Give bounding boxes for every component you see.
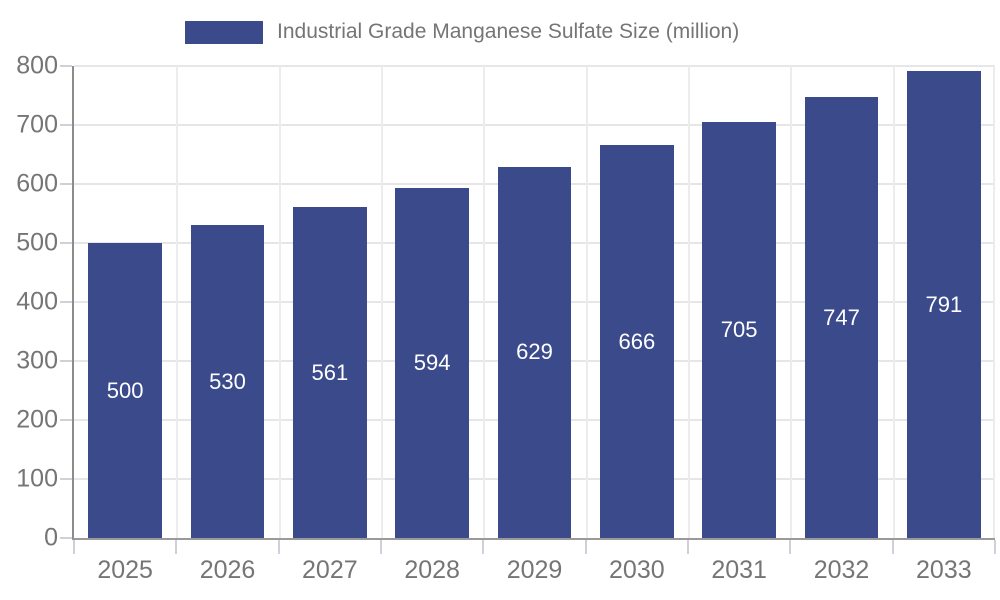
x-axis-tick-label: 2027 [302, 556, 358, 584]
y-axis-tick-label: 700 [16, 110, 58, 139]
x-axis-tick [482, 540, 485, 554]
bar-2028 [395, 187, 469, 538]
bar-value-label: 561 [311, 359, 349, 385]
y-gridline [74, 65, 995, 67]
x-gridline [790, 66, 793, 538]
x-axis-tick [277, 540, 280, 554]
x-axis-tick-label: 2025 [97, 556, 153, 584]
x-axis-tick [175, 540, 178, 554]
x-axis-tick [73, 540, 75, 554]
bar-2032 [804, 97, 879, 538]
y-axis-tick-label: 200 [16, 405, 58, 434]
y-axis-tick-label: 100 [16, 464, 58, 493]
x-axis-tick [891, 540, 894, 554]
y-axis-tick-label: 0 [44, 523, 58, 552]
bar-value-label: 666 [618, 328, 656, 354]
x-axis-tick-label: 2028 [404, 556, 460, 584]
y-axis-tick-label: 800 [16, 51, 58, 80]
bar-value-label: 500 [106, 377, 144, 403]
y-axis-tick [60, 419, 72, 421]
x-gridline [483, 66, 486, 538]
bar-2030 [599, 145, 674, 538]
bar-value-label: 791 [925, 291, 963, 317]
x-axis-tick-label: 2029 [506, 556, 563, 584]
y-axis-tick-label: 600 [16, 169, 58, 198]
bar-value-label: 594 [413, 349, 451, 375]
x-axis-tick-label: 2026 [199, 556, 256, 584]
x-gridline [176, 66, 179, 538]
y-axis-tick [60, 478, 72, 480]
x-axis-tick [584, 540, 587, 554]
y-axis-tick [60, 360, 72, 362]
bar-2033 [906, 71, 981, 538]
x-axis-tick [380, 540, 382, 554]
y-axis-tick [60, 183, 72, 185]
x-gridline [278, 66, 281, 538]
bar-2029 [497, 166, 572, 538]
bar-2026 [190, 225, 265, 538]
x-axis-tick [789, 540, 792, 554]
y-gridline [74, 124, 995, 126]
plot-area: 0 100 200 300 400 500 600 700 800 500 2025 530 2026 5… [16, 52, 996, 584]
y-axis-tick [60, 242, 72, 244]
bar-2027 [292, 207, 367, 538]
y-axis-tick [60, 301, 72, 303]
y-axis-tick-label: 500 [16, 228, 58, 257]
x-axis-tick-label: 2030 [609, 556, 665, 584]
bar-value-label: 629 [516, 339, 553, 365]
x-axis-tick [687, 540, 689, 554]
bar-value-label: 705 [720, 317, 758, 343]
x-axis-tick-label: 2032 [813, 556, 870, 584]
bar-2025 [88, 243, 162, 538]
x-gridline [892, 66, 895, 538]
bar-value-label: 747 [823, 304, 860, 330]
bar-2031 [702, 122, 776, 538]
legend-swatch [185, 20, 263, 44]
y-axis-tick [60, 65, 72, 67]
y-axis-tick [60, 124, 72, 126]
y-axis-tick [60, 537, 72, 539]
legend-label: Industrial Grade Manganese Sulfate Size … [277, 20, 740, 43]
y-axis-tick-label: 400 [16, 287, 58, 316]
x-axis-tick-label: 2031 [711, 556, 767, 584]
x-axis-tick [994, 540, 996, 554]
y-axis-tick-label: 300 [16, 346, 58, 375]
x-gridline [688, 66, 690, 538]
legend: Industrial Grade Manganese Sulfate Size … [185, 20, 739, 44]
x-gridline [381, 66, 383, 538]
x-axis-tick-label: 2033 [916, 556, 972, 584]
x-gridline [585, 66, 588, 538]
x-gridline [993, 66, 995, 538]
bar-value-label: 530 [209, 368, 246, 394]
